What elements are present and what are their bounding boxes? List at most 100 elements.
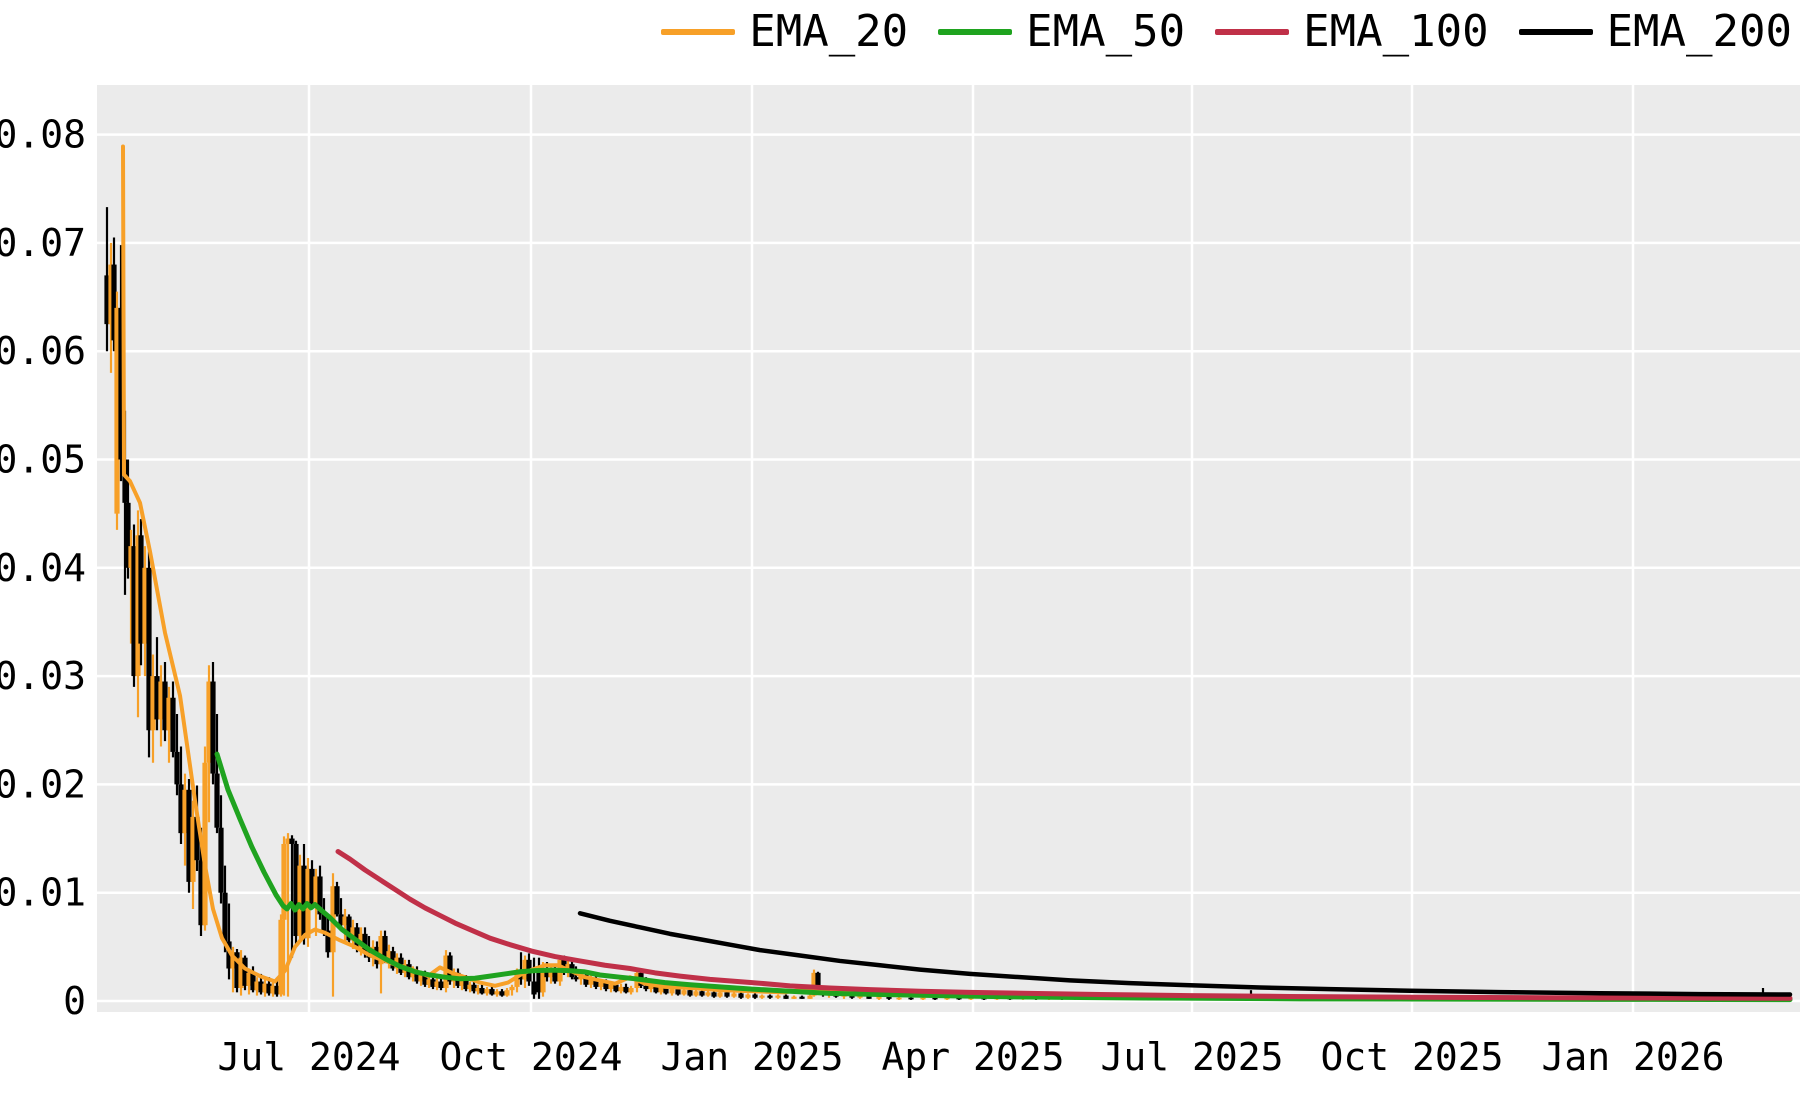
legend-line-swatch xyxy=(938,29,1013,35)
candle-body xyxy=(531,981,537,995)
candle-body xyxy=(593,979,599,987)
candle-body xyxy=(111,264,117,341)
candle-body xyxy=(270,985,276,994)
y-tick-label: 0.08 xyxy=(0,113,86,157)
candle-body xyxy=(278,919,284,995)
candle-body xyxy=(463,979,469,990)
candle-body xyxy=(775,995,781,998)
candle-body xyxy=(438,981,444,989)
candle-body xyxy=(242,957,248,986)
candle-body xyxy=(122,459,128,503)
x-tick-label: Jan 2026 xyxy=(1541,1035,1724,1079)
candle-body xyxy=(182,789,188,834)
y-tick-label: 0.03 xyxy=(0,654,86,698)
candle-body xyxy=(759,995,765,998)
candle-body xyxy=(104,275,110,325)
candle-body xyxy=(648,984,654,990)
candle-body xyxy=(908,997,914,1000)
candle-body xyxy=(811,972,817,996)
candle-body xyxy=(618,986,624,992)
candle-body xyxy=(540,968,546,993)
candle-body xyxy=(146,567,152,731)
candle-body xyxy=(658,988,664,993)
chart-legend: EMA_20 EMA_50 EMA_100 EMA_200 xyxy=(661,10,1792,54)
candle-body xyxy=(799,996,805,999)
ema-line-ema_50 xyxy=(214,751,1793,1003)
candle-body xyxy=(588,979,594,985)
candle-body xyxy=(321,914,327,931)
y-tick-label: 0.05 xyxy=(0,438,86,482)
candle-body xyxy=(573,977,579,980)
candle-body xyxy=(430,979,436,987)
candle-body xyxy=(338,914,344,926)
legend-line-swatch xyxy=(1518,29,1593,35)
legend-label: EMA_50 xyxy=(1026,6,1186,57)
x-tick-label: Jul 2024 xyxy=(217,1035,400,1079)
x-axis-labels: Jul 2024 Oct 2024 Jan 2025 Apr 2025 Jul 2025… xyxy=(217,1035,1724,1079)
candle-body xyxy=(675,989,681,995)
candle-body xyxy=(246,972,252,986)
candle-body xyxy=(920,997,926,1000)
candle-body xyxy=(663,988,669,994)
candle-body xyxy=(128,546,134,568)
candle-body xyxy=(317,876,323,915)
candle-body xyxy=(608,984,614,990)
candle-body xyxy=(334,886,340,915)
legend-item-ema-100: EMA_100 xyxy=(1215,10,1489,54)
candle-body xyxy=(738,993,744,998)
legend-label: EMA_200 xyxy=(1606,6,1792,57)
candle-body xyxy=(390,951,396,969)
x-tick-label: Jan 2025 xyxy=(660,1035,843,1079)
candle-body xyxy=(238,957,244,989)
candle-body xyxy=(162,681,168,731)
candle-body xyxy=(494,991,500,995)
x-tick-label: Oct 2025 xyxy=(1320,1035,1503,1079)
candle-body xyxy=(154,676,160,720)
candle-body xyxy=(190,816,196,882)
candle-body xyxy=(705,992,711,996)
y-tick-label: 0.06 xyxy=(0,329,86,373)
legend-item-ema-20: EMA_20 xyxy=(661,10,908,54)
candle-body xyxy=(598,982,604,987)
y-tick-label: 0.02 xyxy=(0,762,86,806)
candle-body xyxy=(623,986,629,993)
candle-body xyxy=(186,789,192,882)
candle-body xyxy=(628,988,634,993)
candle-body xyxy=(731,993,737,997)
candle-body xyxy=(218,827,224,893)
candle-body xyxy=(767,995,773,998)
candle-body xyxy=(206,681,212,763)
candle-body xyxy=(752,994,758,998)
candle-body xyxy=(459,979,465,986)
candle-body xyxy=(309,868,315,904)
candle-body xyxy=(410,970,416,978)
candle-body xyxy=(504,990,510,996)
legend-item-ema-200: EMA_200 xyxy=(1518,6,1792,57)
candle-body xyxy=(301,865,307,939)
candle-body xyxy=(118,307,124,460)
candle-body xyxy=(857,995,863,998)
candle-body xyxy=(422,975,428,985)
candle-body xyxy=(170,697,176,752)
candle-body xyxy=(681,990,687,995)
candle-body xyxy=(222,892,228,942)
candle-body xyxy=(613,984,619,992)
candle-body xyxy=(544,968,550,978)
candle-body xyxy=(350,927,356,941)
candle-body xyxy=(783,995,789,999)
candle-body xyxy=(281,843,287,920)
x-tick-label: Apr 2025 xyxy=(881,1035,1064,1079)
legend-label: EMA_20 xyxy=(749,6,909,57)
candle-body xyxy=(467,984,473,990)
candle-body xyxy=(234,952,240,989)
candle-body xyxy=(499,991,505,996)
candle-body xyxy=(717,992,723,997)
candle-body xyxy=(258,981,264,993)
candle-body xyxy=(479,988,485,994)
candle-body xyxy=(434,981,440,987)
candle-body xyxy=(194,816,200,861)
y-tick-label: 0.07 xyxy=(0,221,86,265)
legend-item-ema-50: EMA_50 xyxy=(938,10,1185,54)
